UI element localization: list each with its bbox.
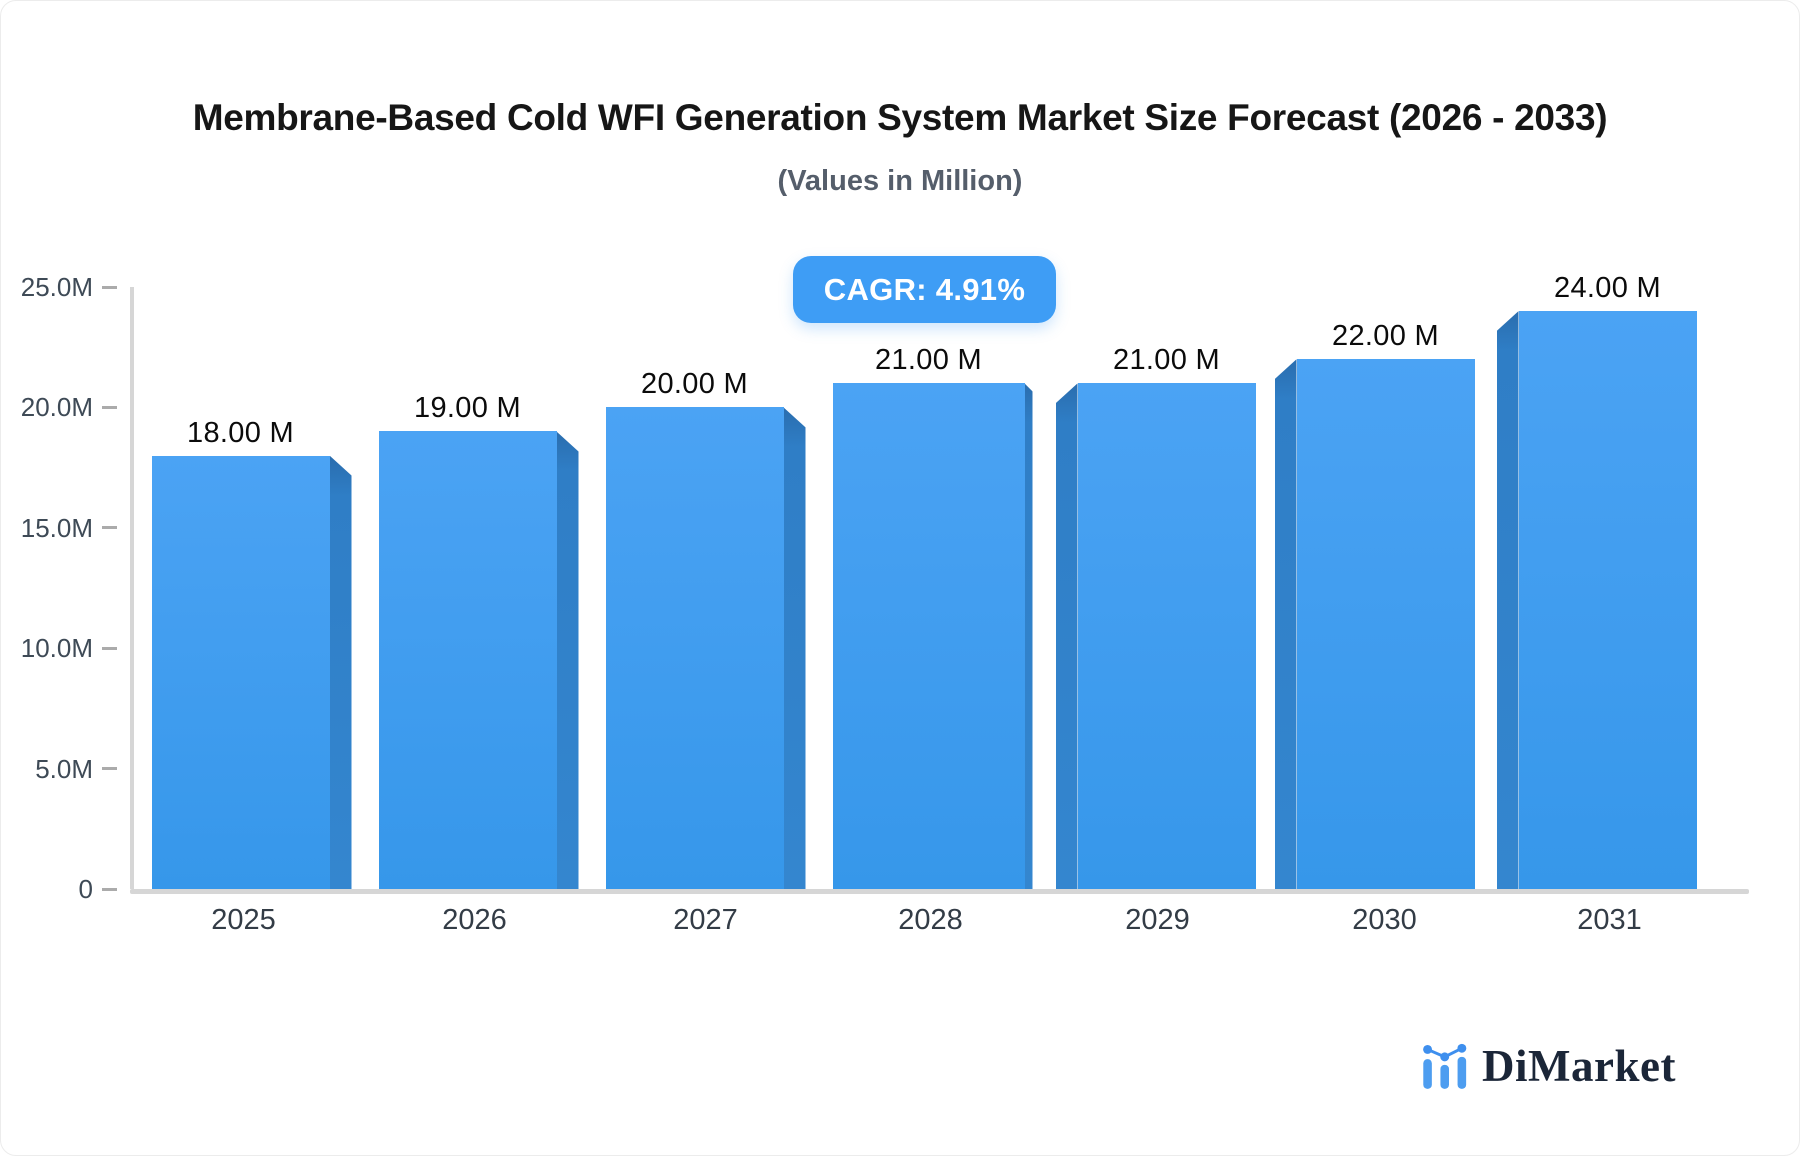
bar-2026 (378, 431, 579, 889)
bar-face (832, 383, 1025, 889)
bar-value-label: 21.00 M (1113, 344, 1220, 377)
y-axis-label: 25.0M (20, 272, 93, 302)
x-axis-label: 2025 (211, 904, 276, 936)
x-axis-label: 2029 (1125, 904, 1190, 936)
y-tick-mark (102, 526, 117, 530)
x-axis-label: 2026 (442, 904, 507, 936)
bar-value-label: 19.00 M (414, 392, 521, 425)
bar-side-face (783, 407, 806, 889)
x-axis-label: 2030 (1352, 904, 1417, 936)
bar-face (1518, 311, 1697, 889)
bar-chart-trend-icon (1423, 1043, 1467, 1089)
chart-title: Membrane-Based Cold WFI Generation Syste… (192, 97, 1608, 138)
bar-face (151, 455, 330, 889)
bar-2029 (1055, 383, 1256, 889)
x-axis-label: 2031 (1577, 904, 1642, 936)
brand-name: DiMarket (1482, 1041, 1676, 1091)
y-axis-label: 20.0M (20, 392, 93, 423)
x-axis-label: 2027 (673, 904, 738, 936)
bar-side-face (1055, 383, 1078, 889)
cagr-badge-label: CAGR: 4.91% (823, 271, 1026, 307)
y-tick-mark (102, 767, 117, 771)
bar-value-label: 21.00 M (875, 344, 982, 377)
bar-2028 (832, 383, 1033, 889)
bar-side-face (556, 431, 579, 889)
bar-2030 (1274, 359, 1475, 889)
bar-2025 (151, 455, 352, 889)
bar-value-label: 24.00 M (1554, 272, 1661, 305)
brand-logo: DiMarket (1421, 1035, 1676, 1097)
bar-face (378, 431, 557, 889)
y-tick-mark (102, 646, 117, 650)
y-tick-mark (102, 405, 117, 409)
y-axis-line (130, 287, 134, 889)
y-axis-label: 0 (78, 874, 93, 904)
bar-face (1296, 359, 1475, 889)
bar-2027 (605, 407, 806, 889)
bar-value-label: 22.00 M (1332, 320, 1439, 353)
y-tick-mark (102, 285, 117, 289)
bar-2031 (1496, 311, 1697, 889)
cagr-badge: CAGR: 4.91% (793, 256, 1056, 323)
y-axis-label: 5.0M (35, 753, 93, 784)
y-tick-mark (102, 887, 117, 891)
y-axis-label: 10.0M (20, 633, 93, 664)
chart-subtitle: (Values in Million) (777, 165, 1023, 197)
bar-side-face (1024, 383, 1033, 889)
bar-face (1077, 383, 1256, 889)
y-axis-label: 15.0M (20, 512, 93, 543)
bar-side-face (1274, 359, 1297, 889)
bar-face (605, 407, 784, 889)
bar-value-label: 20.00 M (641, 368, 748, 401)
bar-side-face (329, 455, 352, 889)
bar-side-face (1496, 311, 1519, 889)
x-axis-line (130, 889, 1749, 894)
bar-value-label: 18.00 M (187, 416, 294, 449)
x-axis-label: 2028 (898, 904, 963, 936)
